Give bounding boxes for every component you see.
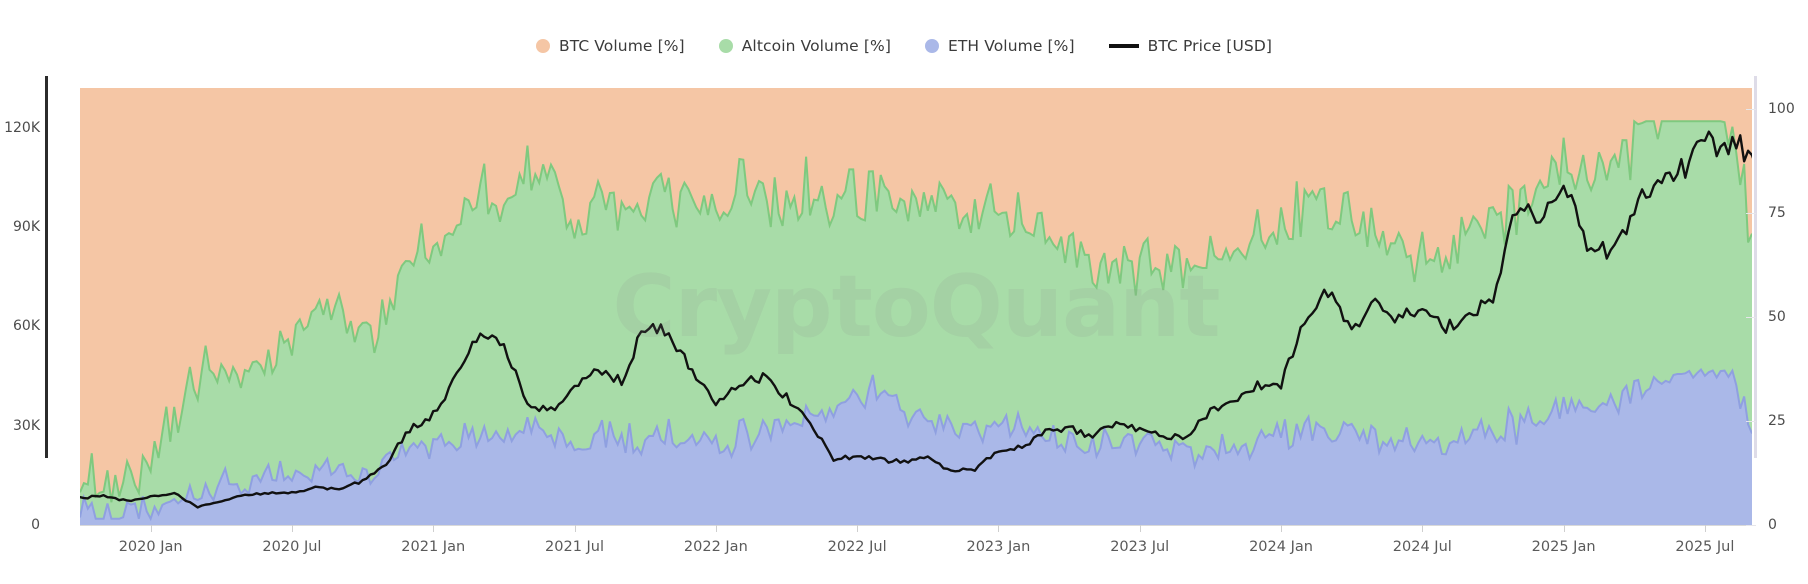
y-axis-right: 100 75 50 25 0 <box>1768 0 1808 584</box>
y-axis-right-gridline <box>1746 525 1756 526</box>
x-axis-tick-mark <box>1281 525 1282 532</box>
y-axis-right-tick: 50 <box>1768 308 1786 325</box>
chart-svg <box>80 88 1752 525</box>
y-axis-left-tick: 0 <box>31 517 40 533</box>
x-axis-tick-label: 2021 Jul <box>545 539 605 555</box>
x-axis-tick-mark <box>1563 525 1565 532</box>
x-axis-tick-mark <box>433 525 435 532</box>
y-axis-left-spine <box>45 76 48 458</box>
dot-icon <box>924 39 939 53</box>
line-altcoin-volume <box>80 119 1752 503</box>
legend-label: ETH Volume [%] <box>947 37 1075 55</box>
y-axis-right-tick: 25 <box>1768 412 1786 429</box>
x-axis-tick-label: 2025 Jul <box>1675 539 1735 555</box>
plot-area: CryptoQuant <box>80 88 1752 525</box>
x-axis-tick-label: 2022 Jan <box>683 539 748 555</box>
y-axis-right-gridline <box>1746 212 1756 214</box>
y-axis-left-tick: 90K <box>13 219 40 236</box>
y-axis-right-gridline <box>1746 420 1756 422</box>
plot-canvas <box>80 88 1752 525</box>
x-axis-tick-mark <box>857 525 859 532</box>
x-axis-tick-label: 2021 Jan <box>401 539 466 555</box>
legend-item-btc-volume[interactable]: BTC Volume [%] <box>535 37 685 55</box>
line-icon <box>1108 44 1139 48</box>
line-eth-volume <box>80 368 1752 522</box>
dot-icon <box>718 39 733 53</box>
x-axis-tick-mark <box>715 525 717 532</box>
y-axis-right-gridline <box>1746 316 1756 318</box>
x-axis-tick-label: 2025 Jan <box>1531 539 1596 555</box>
x-axis-tick-label: 2023 Jan <box>966 539 1031 555</box>
chart-legend: BTC Volume [%] Altcoin Volume [%] ETH Vo… <box>0 30 1808 62</box>
legend-item-altcoin-volume[interactable]: Altcoin Volume [%] <box>718 37 891 55</box>
x-axis-tick-label: 2022 Jul <box>827 539 887 555</box>
y-axis-left-tick: 60K <box>13 318 40 335</box>
x-axis-tick-mark <box>574 525 576 532</box>
x-axis-tick-label: 2024 Jan <box>1249 539 1313 555</box>
dot-icon <box>535 39 550 53</box>
x-axis-tick-mark <box>1422 525 1424 532</box>
area-altcoin-volume <box>80 121 1752 525</box>
x-axis-tick-mark <box>1704 525 1706 532</box>
x-axis: 2020 Jan 2020 Jul 2021 Jan 2021 Jul 2022 Jan… <box>0 525 1808 575</box>
y-axis-right-gridline <box>1746 108 1756 110</box>
x-axis-tick-label: 2023 Jul <box>1110 539 1170 555</box>
y-axis-left-tick: 120K <box>4 119 40 136</box>
legend-label: BTC Price [USD] <box>1147 37 1273 55</box>
legend-label: BTC Volume [%] <box>558 37 685 55</box>
line-btc-price <box>80 130 1752 509</box>
x-axis-tick-mark <box>998 525 1000 532</box>
x-axis-tick-label: 2024 Jul <box>1392 539 1452 555</box>
y-axis-right-tick: 75 <box>1768 204 1786 221</box>
x-axis-tick-mark <box>1139 525 1141 532</box>
area-eth-volume <box>80 369 1752 525</box>
y-axis-left-tick: 30K <box>13 417 40 434</box>
x-axis-line <box>80 525 1754 526</box>
x-axis-tick-label: 2020 Jan <box>118 539 183 555</box>
legend-label: Altcoin Volume [%] <box>741 37 891 55</box>
legend-item-eth-volume[interactable]: ETH Volume [%] <box>924 37 1075 55</box>
y-axis-right-tick: 100 <box>1768 100 1795 117</box>
y-axis-right-spine <box>1754 76 1757 458</box>
x-axis-tick-mark <box>291 525 293 532</box>
x-axis-tick-mark <box>150 525 152 532</box>
legend-item-btc-price[interactable]: BTC Price [USD] <box>1108 37 1273 55</box>
y-axis-left: 120K 90K 60K 30K 0 <box>0 0 40 584</box>
y-axis-right-tick: 0 <box>1768 517 1777 533</box>
x-axis-tick-label: 2020 Jul <box>262 539 322 555</box>
